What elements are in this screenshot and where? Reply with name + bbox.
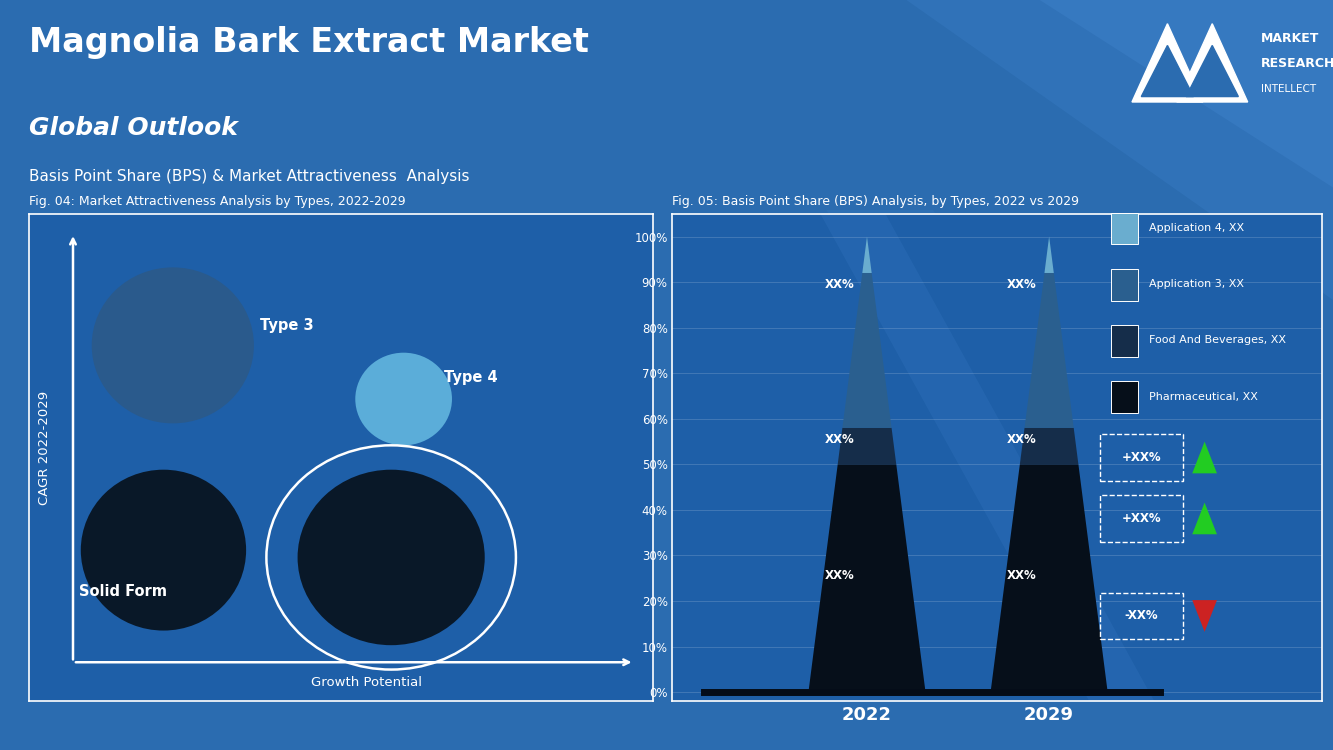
Ellipse shape	[297, 470, 485, 645]
Text: Fig. 04: Market Attractiveness Analysis by Types, 2022-2029: Fig. 04: Market Attractiveness Analysis …	[29, 196, 407, 208]
Polygon shape	[1177, 24, 1248, 102]
Text: CAGR 2022-2029: CAGR 2022-2029	[39, 391, 52, 505]
Text: Type 3: Type 3	[260, 318, 313, 333]
Polygon shape	[862, 236, 872, 273]
Text: Growth Potential: Growth Potential	[311, 676, 421, 689]
Polygon shape	[990, 464, 1108, 692]
Polygon shape	[1192, 600, 1217, 632]
Text: Fig. 05: Basis Point Share (BPS) Analysis, by Types, 2022 vs 2029: Fig. 05: Basis Point Share (BPS) Analysi…	[672, 196, 1078, 208]
Polygon shape	[1025, 273, 1073, 428]
Polygon shape	[842, 273, 892, 428]
Text: Powder Form: Powder Form	[339, 596, 447, 611]
Text: XX%: XX%	[825, 569, 854, 583]
Text: Magnolia Bark Extract Market: Magnolia Bark Extract Market	[29, 26, 589, 59]
Bar	[1110, 268, 1138, 301]
Ellipse shape	[356, 352, 452, 446]
Text: Application 4, XX: Application 4, XX	[1149, 224, 1244, 233]
Bar	[1110, 213, 1138, 244]
Text: MARKET: MARKET	[1261, 32, 1320, 46]
Polygon shape	[826, 210, 1200, 660]
Bar	[1110, 381, 1138, 412]
Text: Application 3, XX: Application 3, XX	[1149, 280, 1244, 290]
Text: XX%: XX%	[1006, 433, 1037, 445]
Text: Type 4: Type 4	[444, 370, 497, 385]
Polygon shape	[1020, 428, 1078, 464]
Polygon shape	[837, 428, 896, 464]
Text: XX%: XX%	[1006, 278, 1037, 291]
Polygon shape	[1141, 46, 1193, 97]
Polygon shape	[808, 464, 925, 692]
Ellipse shape	[81, 470, 247, 631]
Text: +XX%: +XX%	[1121, 512, 1161, 525]
Text: INTELLECT: INTELLECT	[1261, 84, 1316, 94]
Ellipse shape	[92, 267, 253, 423]
Text: +XX%: +XX%	[1121, 451, 1161, 464]
Polygon shape	[1192, 442, 1217, 473]
Polygon shape	[814, 204, 1160, 711]
Text: Pharmaceutical, XX: Pharmaceutical, XX	[1149, 392, 1257, 401]
Polygon shape	[1186, 46, 1238, 97]
Text: Solid Form: Solid Form	[79, 584, 167, 599]
Text: Basis Point Share (BPS) & Market Attractiveness  Analysis: Basis Point Share (BPS) & Market Attract…	[29, 169, 469, 184]
Text: XX%: XX%	[825, 278, 854, 291]
Text: Global Outlook: Global Outlook	[29, 116, 239, 140]
Text: XX%: XX%	[1006, 569, 1037, 583]
Polygon shape	[1192, 503, 1217, 534]
Polygon shape	[1132, 24, 1202, 102]
Polygon shape	[906, 0, 1333, 300]
Text: RESEARCH: RESEARCH	[1261, 58, 1333, 70]
Polygon shape	[1045, 236, 1054, 273]
Text: XX%: XX%	[825, 433, 854, 445]
Bar	[1110, 325, 1138, 356]
Text: Food And Beverages, XX: Food And Beverages, XX	[1149, 335, 1285, 346]
Polygon shape	[1040, 0, 1333, 188]
Text: -XX%: -XX%	[1125, 610, 1158, 622]
